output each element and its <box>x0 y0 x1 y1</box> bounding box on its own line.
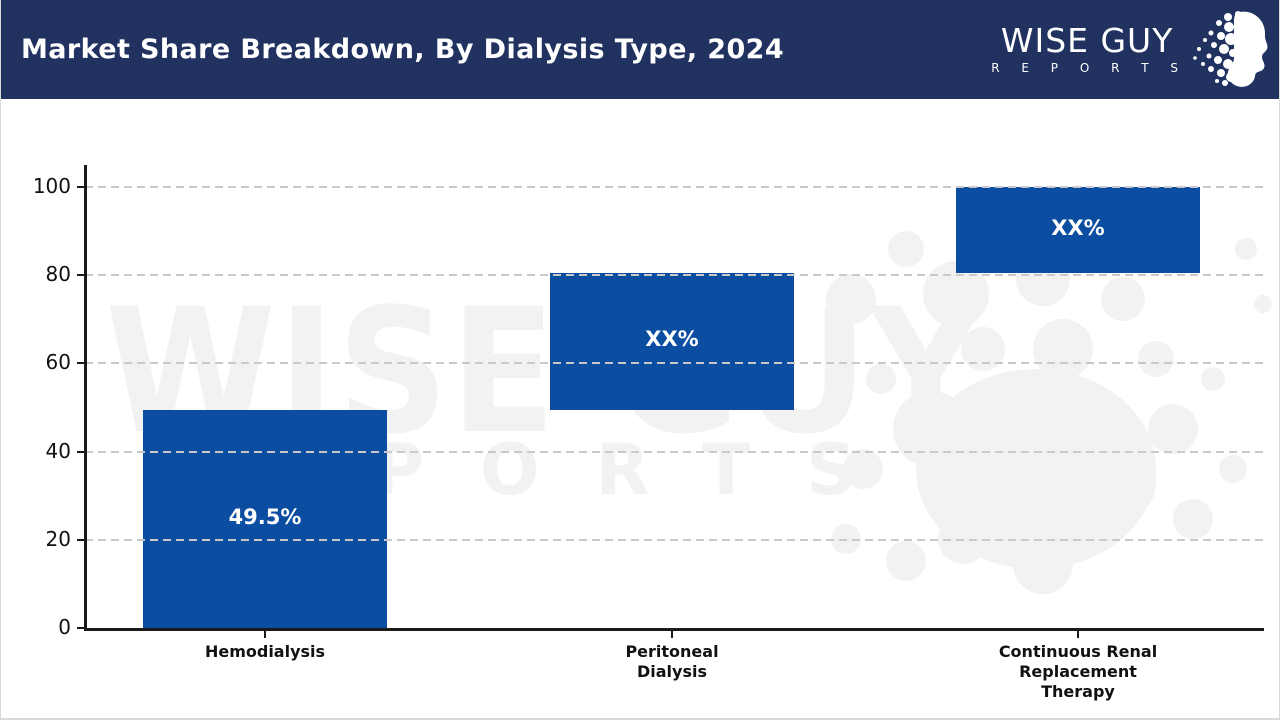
dotted-head-icon <box>1193 10 1268 87</box>
y-tick-60 <box>77 362 85 365</box>
gridline-60 <box>85 362 1263 365</box>
watermark-layer: WISE GUY REPORTS <box>1 99 1279 718</box>
x-category-label-line: Continuous Renal <box>998 642 1158 661</box>
logo-brand-subtitle: R E P O R T S <box>991 61 1187 75</box>
gridline-100 <box>85 186 1263 188</box>
y-tick-label-20: 20 <box>45 526 71 551</box>
x-category-label-hemodialysis: Hemodialysis <box>105 642 425 662</box>
gridline-20 <box>85 538 1263 541</box>
bar-chart: WISE GUY REPORTS <box>1 99 1279 718</box>
page-title: Market Share Breakdown, By Dialysis Type… <box>21 34 785 65</box>
bar-peritoneal-dialysis <box>550 272 794 410</box>
gridline-40 <box>85 450 1263 453</box>
bar-continuous-renal-replacement-therapy <box>956 187 1200 273</box>
x-category-label-line: Therapy <box>1041 682 1115 701</box>
x-category-label-line: Replacement <box>1019 662 1137 681</box>
bar-value-label-continuous-renal-replacement-therapy: XX% <box>1051 215 1105 240</box>
bar-hemodialysis <box>143 409 387 628</box>
x-category-label-line: Dialysis <box>636 662 707 681</box>
y-tick-label-100: 100 <box>32 174 71 198</box>
logo-wordmark: WISE GUY R E P O R T S <box>987 21 1187 76</box>
y-tick-0 <box>77 627 85 629</box>
x-category-label-line: Peritoneal <box>625 642 719 661</box>
x-axis-line <box>84 628 1264 631</box>
x-category-label-continuous-renal-replacement-therapy: Continuous Renal Replacement Therapy <box>918 642 1238 702</box>
bar-value-label-peritoneal-dialysis: XX% <box>645 327 699 352</box>
y-tick-80 <box>77 274 85 277</box>
y-axis-line <box>84 165 87 630</box>
y-tick-label-60: 60 <box>45 350 71 375</box>
y-tick-label-40: 40 <box>45 438 71 463</box>
header-banner: Market Share Breakdown, By Dialysis Type… <box>1 0 1279 99</box>
y-tick-20 <box>77 538 85 541</box>
x-tick-peritoneal-dialysis <box>671 630 673 638</box>
y-tick-100 <box>77 186 85 188</box>
y-tick-40 <box>77 450 85 453</box>
wise-guy-reports-logo: WISE GUY R E P O R T S <box>987 9 1279 91</box>
x-tick-continuous-renal-replacement-therapy <box>1077 630 1079 638</box>
watermark-dotted-head <box>826 219 1272 594</box>
x-category-label-line: Hemodialysis <box>204 642 326 661</box>
x-category-label-peritoneal-dialysis: Peritoneal Dialysis <box>512 642 832 682</box>
x-tick-hemodialysis <box>264 630 266 638</box>
logo-brand-name: WISE GUY <box>1000 21 1174 60</box>
y-tick-label-0: 0 <box>58 615 71 639</box>
y-tick-label-80: 80 <box>45 262 71 287</box>
gridline-80 <box>85 274 1263 277</box>
bar-value-label-hemodialysis: 49.5% <box>228 504 302 529</box>
